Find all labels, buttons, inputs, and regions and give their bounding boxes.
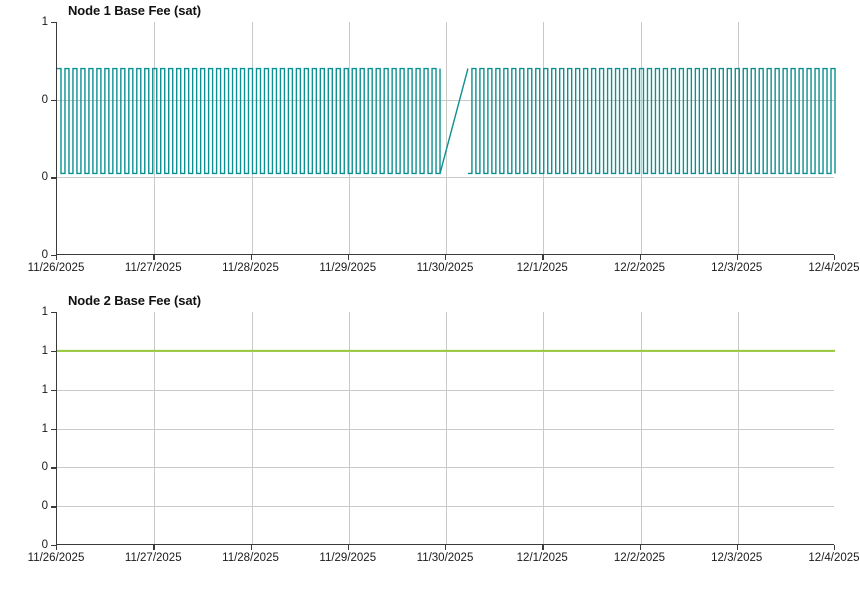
x-tick-mark [153, 255, 155, 260]
x-tick-label: 12/3/2025 [711, 552, 763, 564]
x-tick-mark [639, 255, 641, 260]
axis-area-node2: 1 1 1 1 0 0 0 11/26/2025 11/27/2025 11/28/2025 11… [0, 290, 860, 600]
y-tick-mark [51, 177, 56, 179]
x-tick-label: 12/2/2025 [613, 262, 666, 274]
y-tick-mark [51, 467, 56, 469]
y-tick-label: 1 [41, 383, 48, 396]
y-tick-label: 0 [41, 461, 48, 474]
x-tick-mark [834, 545, 836, 550]
gridline-vertical [543, 312, 544, 544]
x-tick-mark [56, 545, 58, 550]
series-path [467, 67, 836, 175]
y-tick-label: 1 [41, 422, 48, 435]
x-tick-mark [445, 255, 447, 260]
y-tick-label: 0 [41, 93, 48, 106]
x-tick-mark [736, 255, 739, 260]
x-tick-mark [153, 545, 155, 550]
gridline-vertical [154, 312, 155, 544]
x-tick-label: 11/28/2025 [222, 552, 279, 564]
x-tick-label: 12/1/2025 [516, 262, 568, 274]
x-tick-label: 11/29/2025 [319, 262, 377, 274]
chart-panel-node1: Node 1 Base Fee (sat) 1 0 0 0 11/26/2025 11/… [0, 0, 860, 290]
x-tick-mark [542, 255, 544, 260]
x-tick-label: 11/27/2025 [124, 262, 182, 274]
axis-area-node1: 1 0 0 0 11/26/2025 11/27/2025 11/28/2025 11/29… [0, 0, 860, 290]
chart-panel-node2: Node 2 Base Fee (sat) 1 1 1 1 0 0 0 11/26/2025… [0, 290, 860, 600]
gridline-vertical [349, 22, 350, 254]
y-tick-mark [51, 350, 56, 353]
x-tick-label: 11/28/2025 [222, 262, 279, 274]
chart-title-node1: Node 1 Base Fee (sat) [68, 3, 202, 18]
gridline-vertical [349, 312, 350, 544]
gridline-vertical [446, 312, 447, 544]
x-tick-label: 12/2/2025 [613, 552, 666, 564]
y-tick-label: 1 [41, 306, 48, 318]
x-tick-mark [834, 255, 836, 260]
series-gap-connector [439, 68, 469, 174]
y-tick-label: 0 [41, 539, 48, 551]
gridline-vertical [154, 22, 155, 254]
gridline-horizontal [57, 467, 834, 468]
gridline-vertical [641, 22, 642, 254]
series-line-node2 [57, 349, 835, 352]
y-tick-mark [51, 255, 56, 257]
series-line-node1 [57, 67, 836, 175]
plot-area-node1 [56, 22, 836, 255]
gridline-vertical [446, 22, 447, 254]
gridline-vertical [252, 312, 253, 544]
plot-area-node2 [56, 312, 835, 545]
gridline-horizontal [57, 506, 834, 507]
x-tick-mark [445, 545, 447, 550]
x-tick-label: 12/3/2025 [711, 262, 763, 274]
gridline-horizontal [57, 429, 834, 430]
x-tick-label: 11/30/2025 [416, 262, 474, 274]
gridline-vertical [738, 22, 739, 254]
series-path [57, 67, 441, 175]
x-tick-mark [542, 545, 544, 550]
y-tick-label: 0 [41, 500, 48, 513]
y-tick-label: 0 [41, 171, 48, 184]
x-tick-label: 12/4/2025 [808, 552, 860, 564]
x-tick-mark [736, 545, 739, 550]
x-tick-mark [347, 545, 350, 550]
y-tick-label: 1 [41, 16, 48, 28]
x-tick-label: 11/26/2025 [27, 552, 85, 564]
x-tick-label: 11/27/2025 [124, 552, 182, 564]
x-tick-mark [347, 255, 350, 260]
y-tick-label: 1 [41, 344, 48, 357]
y-tick-mark [51, 389, 56, 392]
y-tick-mark [51, 545, 56, 547]
x-tick-mark [250, 255, 252, 260]
gridline-horizontal [57, 390, 834, 391]
x-tick-label: 11/30/2025 [416, 552, 474, 564]
x-tick-mark [250, 545, 252, 550]
y-tick-mark [51, 506, 56, 508]
x-tick-mark [639, 545, 641, 550]
gridline-vertical [738, 312, 739, 544]
gridline-horizontal [57, 177, 834, 178]
y-tick-mark [51, 99, 56, 102]
y-tick-mark [51, 22, 56, 24]
gridline-horizontal [57, 100, 834, 101]
gridline-vertical [641, 312, 642, 544]
y-tick-label: 0 [41, 249, 48, 261]
x-tick-label: 12/1/2025 [516, 552, 568, 564]
x-tick-label: 11/26/2025 [27, 262, 85, 274]
x-tick-mark [56, 255, 58, 260]
y-tick-mark [51, 312, 56, 314]
chart-title-node2: Node 2 Base Fee (sat) [68, 293, 202, 308]
x-tick-label: 12/4/2025 [808, 262, 860, 274]
y-tick-mark [51, 428, 56, 430]
x-tick-label: 11/29/2025 [319, 552, 377, 564]
